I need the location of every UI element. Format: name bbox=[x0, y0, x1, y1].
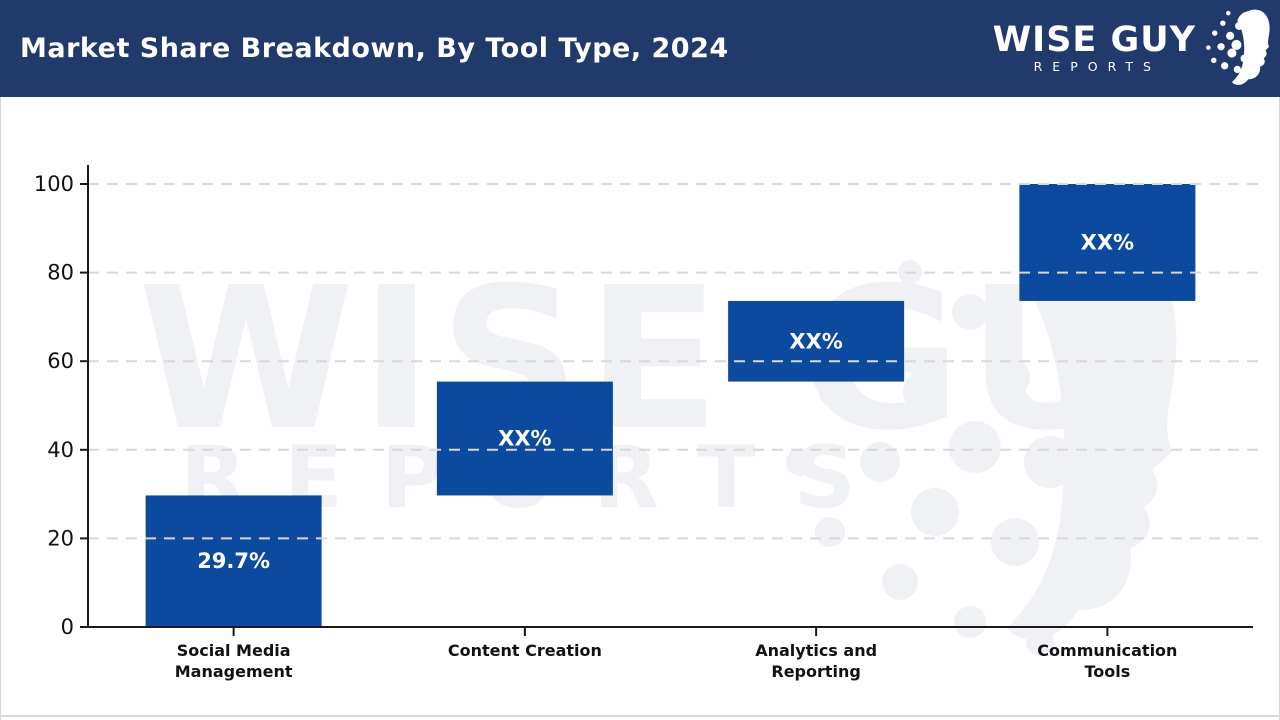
left-border bbox=[0, 97, 1, 720]
logo-wiseguy-label: WISE GUY bbox=[992, 20, 1196, 61]
header-bar: Market Share Breakdown, By Tool Type, 20… bbox=[0, 0, 1280, 97]
page-title: Market Share Breakdown, By Tool Type, 20… bbox=[20, 33, 729, 64]
wise-guy-logo: WISE GUY REPORTS bbox=[993, 0, 1270, 97]
watermark-layer: WISE GU R E P O R T S bbox=[0, 97, 1280, 720]
logo-reports-label: REPORTS bbox=[1033, 59, 1161, 75]
watermark-face-dots-icon bbox=[786, 240, 1177, 656]
logo-text: WISE GUY REPORTS bbox=[993, 23, 1196, 74]
bottom-border bbox=[0, 715, 1280, 717]
logo-face-icon bbox=[1206, 9, 1270, 85]
